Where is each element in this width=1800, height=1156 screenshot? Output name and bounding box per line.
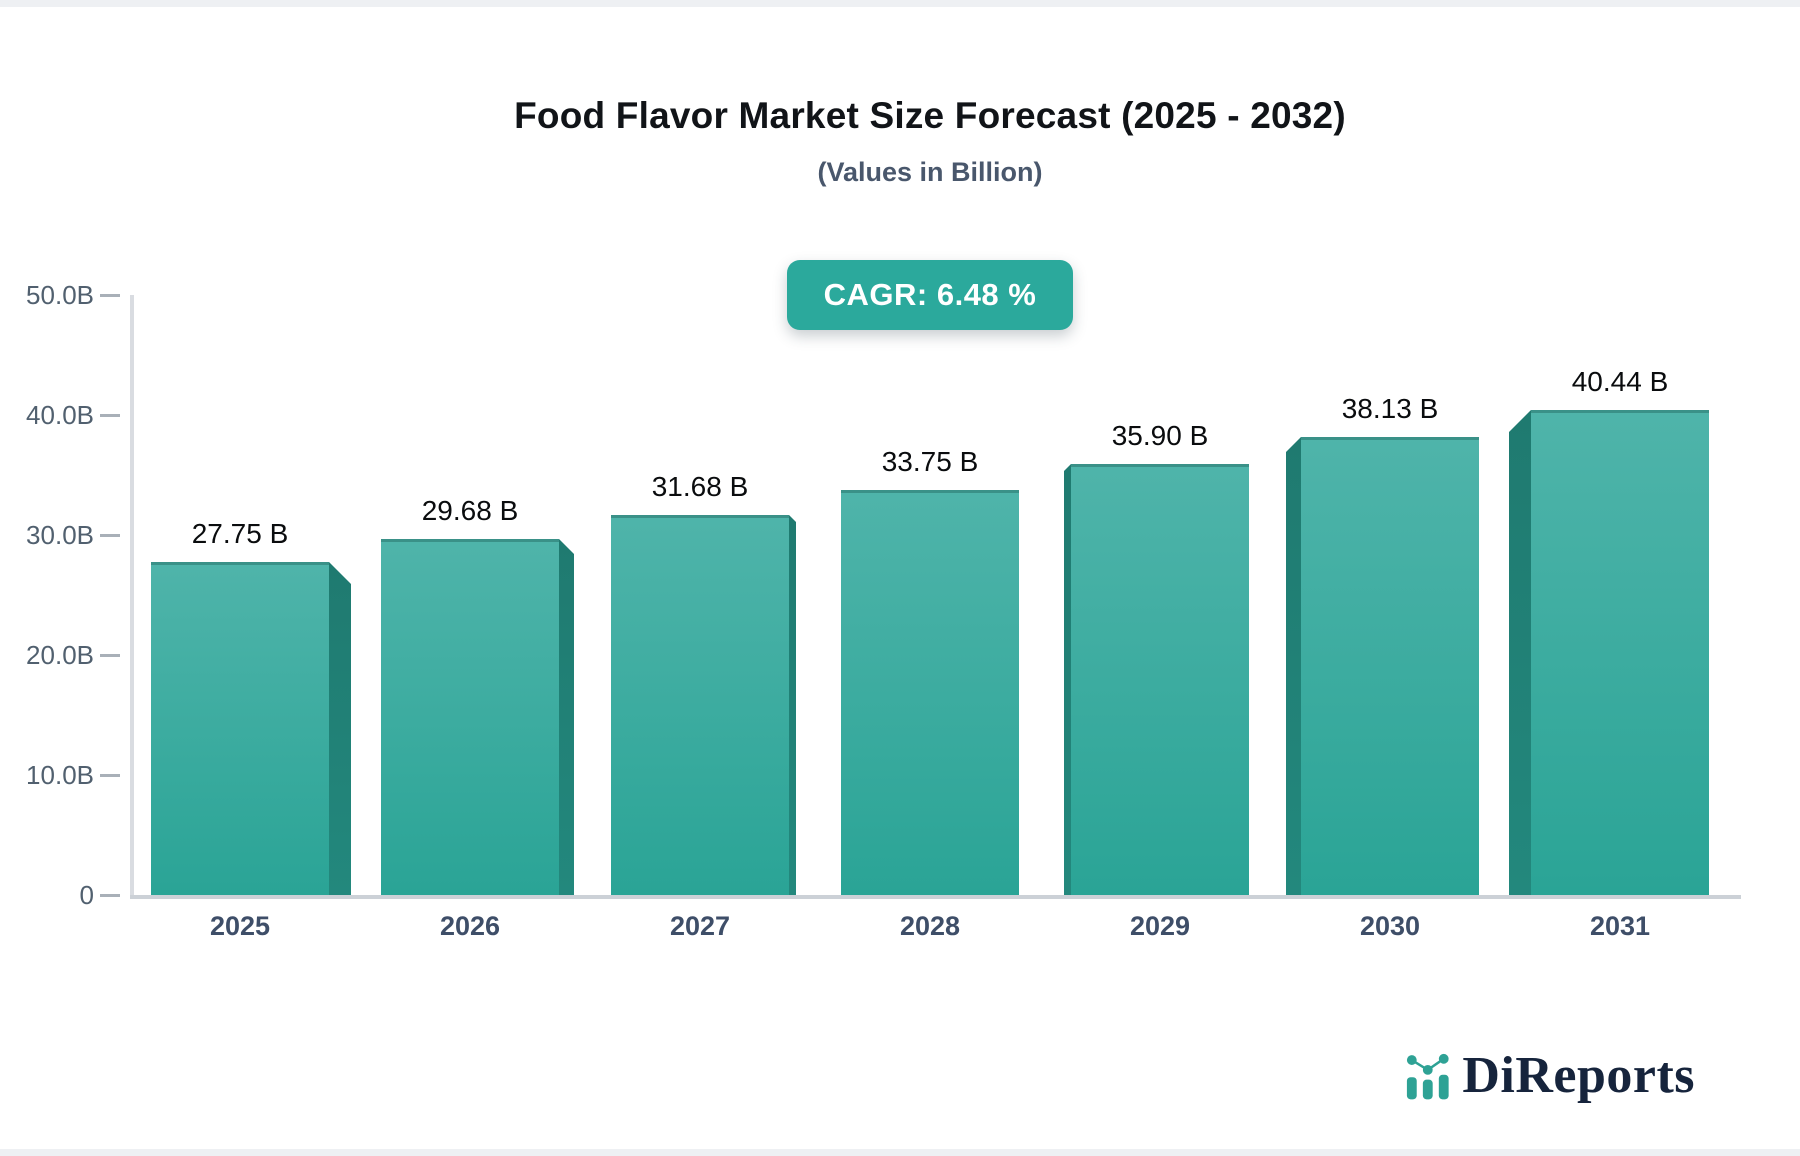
- bar: [611, 515, 789, 895]
- bar: [1071, 464, 1249, 895]
- x-axis-category-label: 2026: [439, 911, 501, 941]
- bar-value-label: 40.44 B: [1571, 366, 1669, 397]
- y-tick-mark: [100, 294, 120, 297]
- cagr-badge: CAGR: 6.48 %: [786, 260, 1074, 330]
- bar: [841, 490, 1019, 895]
- y-tick-label: 0: [79, 880, 94, 910]
- y-tick-mark: [100, 894, 120, 897]
- bar-side-left: [1064, 464, 1071, 895]
- x-axis-category-label: 2025: [209, 911, 271, 941]
- y-tick-label: 30.0B: [26, 520, 94, 550]
- bar-side-right: [789, 515, 796, 895]
- bar-value-label: 33.75 B: [881, 446, 979, 477]
- bar-value-label: 29.68 B: [421, 495, 519, 526]
- y-tick-mark: [100, 534, 120, 537]
- x-axis-category-label: 2028: [899, 911, 961, 941]
- brand-logo: DiReports: [1402, 1046, 1695, 1105]
- x-axis-category-label: 2031: [1589, 911, 1651, 941]
- cagr-badge-wrap: CAGR: 6.48 %: [60, 260, 1800, 330]
- x-axis-category-label: 2029: [1129, 911, 1191, 941]
- bar-value-label: 35.90 B: [1111, 420, 1209, 451]
- bar-value-label: 38.13 B: [1341, 393, 1439, 424]
- x-axis-category-label: 2027: [669, 911, 731, 941]
- x-axis-line: [130, 895, 1741, 899]
- bar: [381, 539, 559, 895]
- bar-side-left: [1509, 410, 1531, 895]
- bar-side-left: [1286, 437, 1301, 895]
- chart-card: Food Flavor Market Size Forecast (2025 -…: [0, 7, 1800, 1149]
- y-tick-label: 10.0B: [26, 760, 94, 790]
- x-axis-category-label: 2030: [1359, 911, 1421, 941]
- y-tick-mark: [100, 654, 120, 657]
- bar-value-label: 27.75 B: [191, 518, 289, 549]
- y-tick-mark: [100, 774, 120, 777]
- y-tick-label: 50.0B: [26, 280, 94, 310]
- brand-logo-text: DiReports: [1462, 1047, 1695, 1104]
- y-tick-label: 40.0B: [26, 400, 94, 430]
- bar-line-chart-icon: [1407, 1053, 1449, 1099]
- bar-side-right: [329, 562, 351, 895]
- chart-title: Food Flavor Market Size Forecast (2025 -…: [514, 95, 1346, 136]
- bar-value-label: 31.68 B: [651, 471, 749, 502]
- bar: [151, 562, 329, 895]
- y-axis-line: [130, 295, 134, 899]
- bar: [1301, 437, 1479, 895]
- bar-side-right: [559, 539, 574, 895]
- y-tick-mark: [100, 414, 120, 417]
- y-tick-label: 20.0B: [26, 640, 94, 670]
- chart-header: Food Flavor Market Size Forecast (2025 -…: [60, 95, 1800, 188]
- bar: [1531, 410, 1709, 895]
- chart-subtitle: (Values in Billion): [817, 157, 1043, 187]
